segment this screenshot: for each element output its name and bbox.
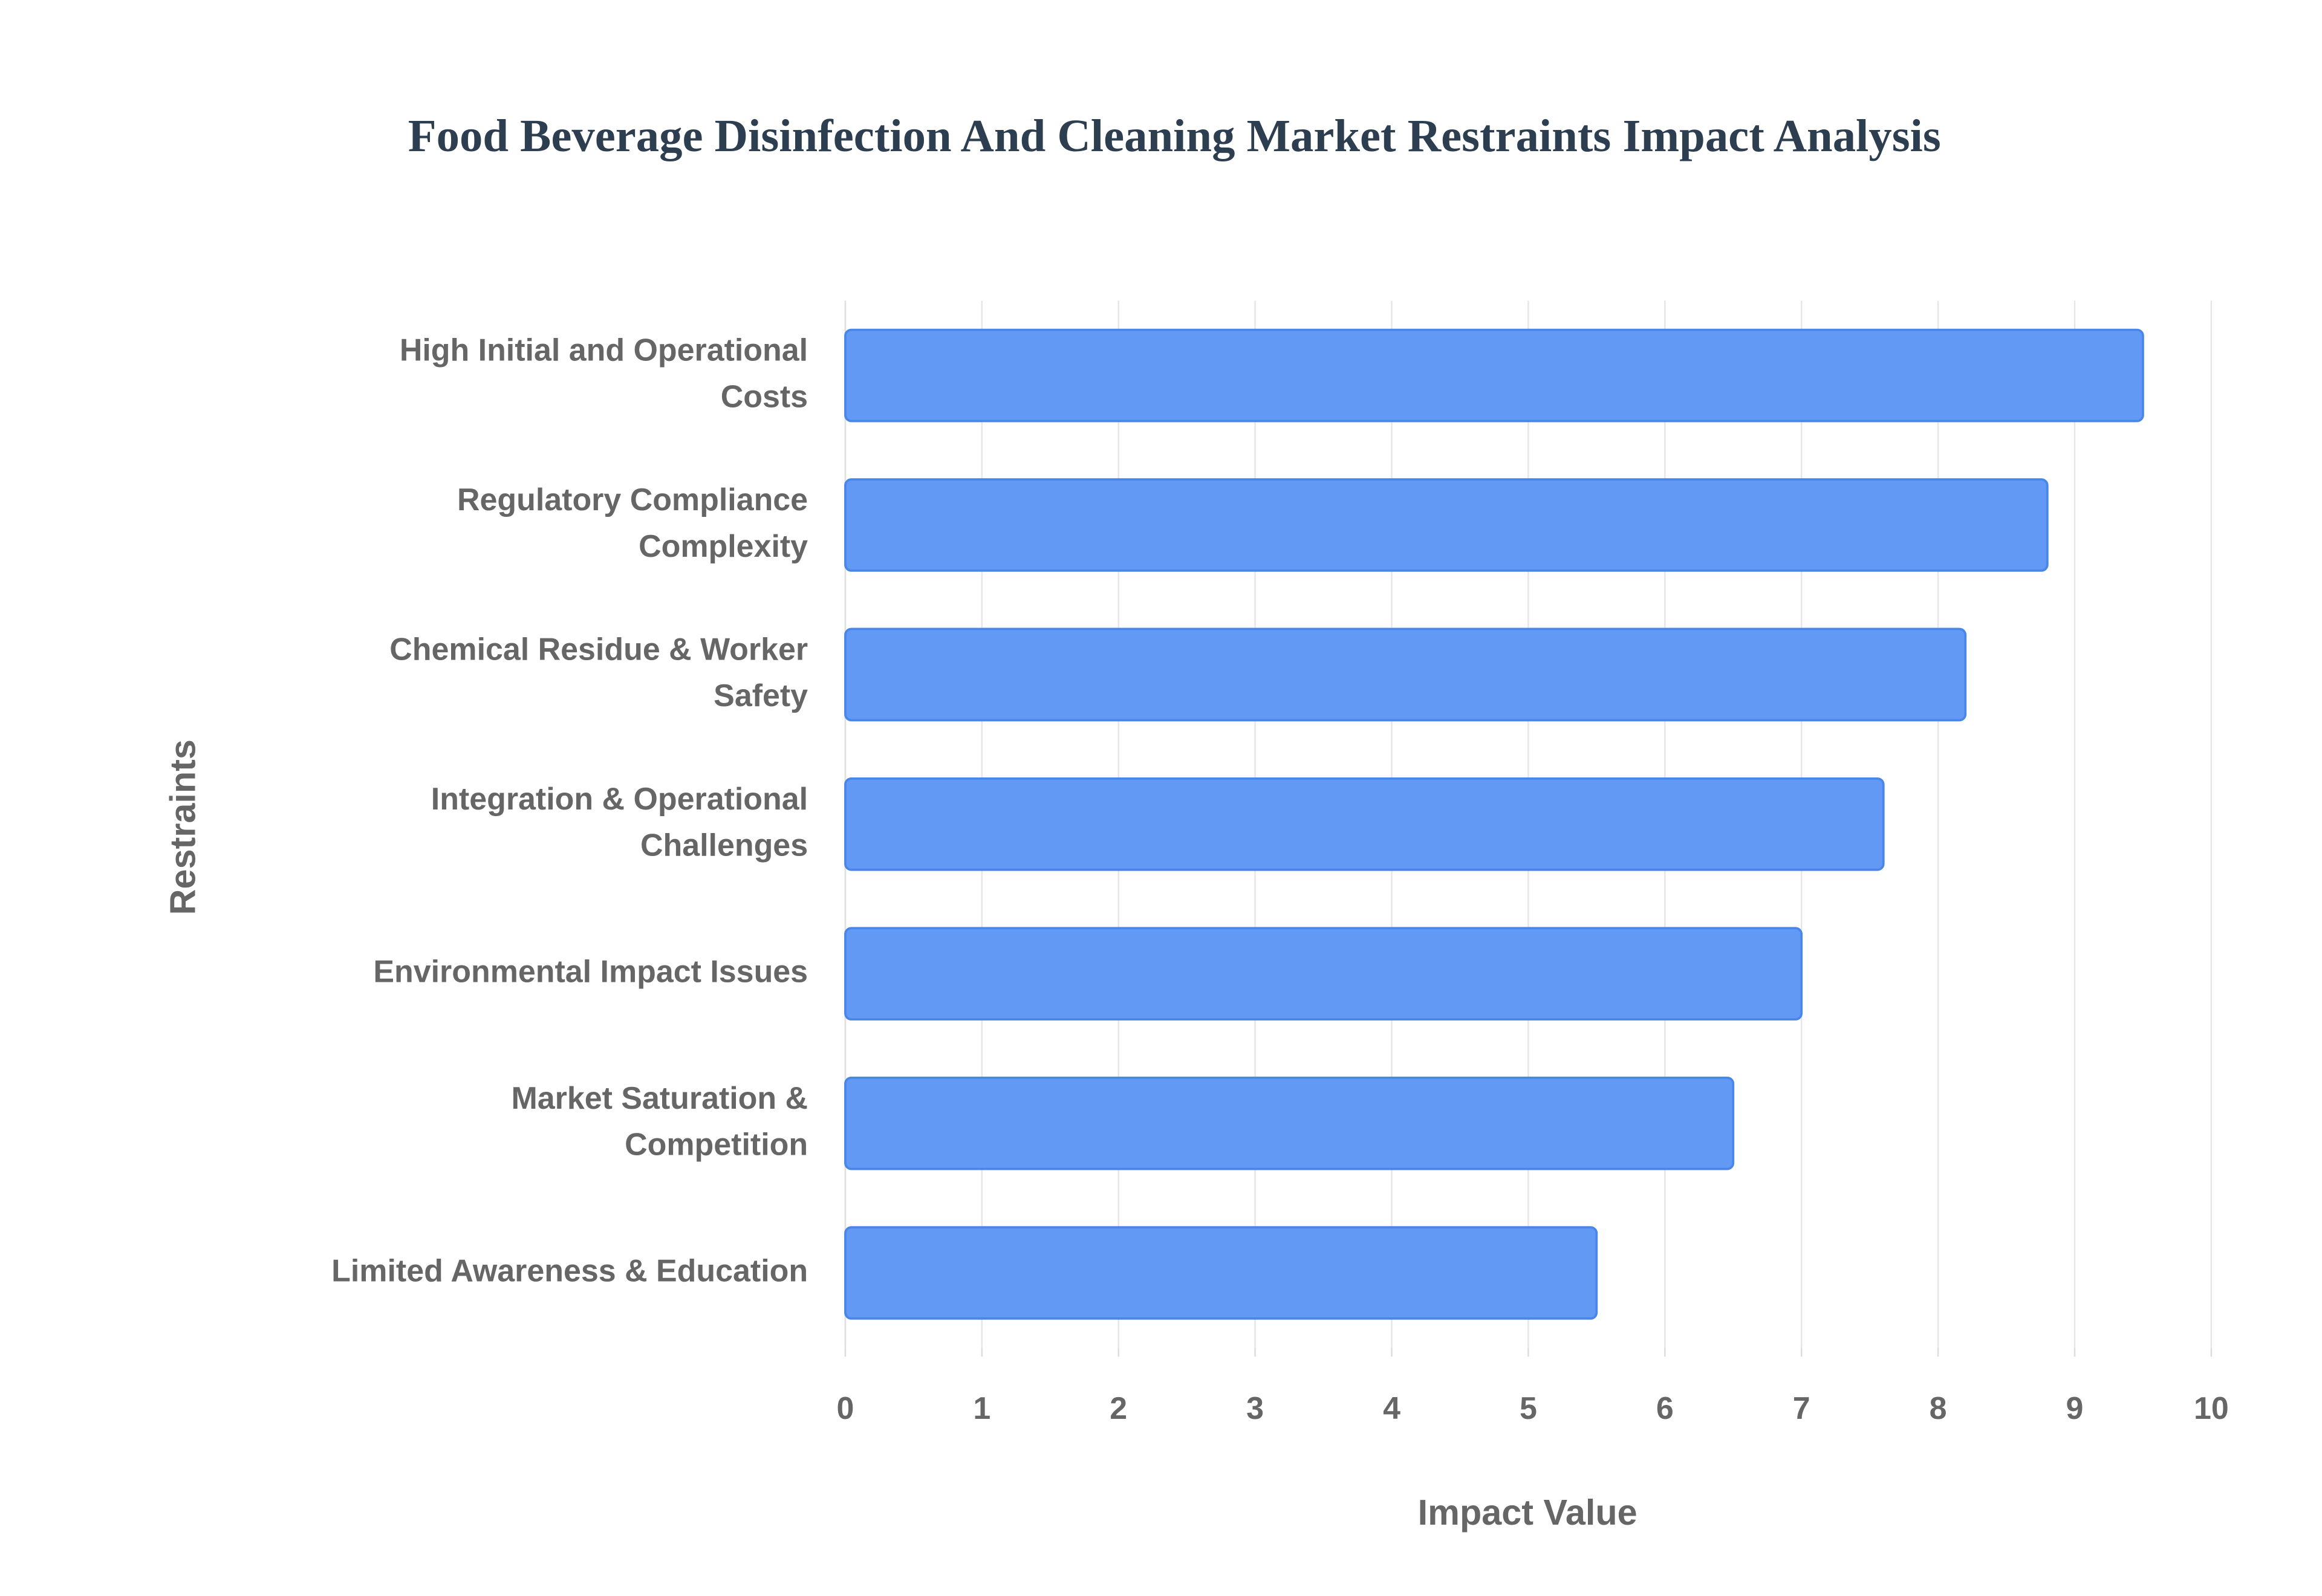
x-tick-label: 4 — [1383, 1391, 1400, 1426]
x-tick-label: 0 — [836, 1391, 854, 1426]
y-tick-label: Limited Awareness & Education — [331, 1253, 808, 1288]
x-tick-label: 5 — [1520, 1391, 1537, 1426]
bar — [844, 927, 1803, 1021]
bar — [844, 628, 1967, 722]
chart-title: Food Beverage Disinfection And Cleaning … — [408, 110, 1941, 161]
y-tick-label: Environmental Impact Issues — [373, 954, 808, 989]
x-tick-label: 6 — [1656, 1391, 1674, 1426]
bar — [844, 478, 2049, 572]
y-tick-label: High Initial and Operational Costs — [400, 332, 808, 414]
x-tick-label: 9 — [2066, 1391, 2084, 1426]
y-tick-label: Chemical Residue & Worker Safety — [389, 632, 808, 713]
bar — [844, 1076, 1735, 1170]
bar — [844, 1226, 1598, 1320]
y-tick-label: Regulatory Compliance Complexity — [457, 482, 808, 564]
x-tick-label: 1 — [973, 1391, 990, 1426]
x-tick-label: 2 — [1110, 1391, 1127, 1426]
x-tick-label: 3 — [1246, 1391, 1264, 1426]
x-axis-title: Impact Value — [1418, 1492, 1637, 1533]
bar — [844, 328, 2144, 423]
y-tick-label: Integration & Operational Challenges — [431, 782, 808, 863]
x-tick-label: 7 — [1793, 1391, 1810, 1426]
bar — [844, 777, 1885, 871]
y-axis-title: Restraints — [162, 739, 203, 915]
x-tick-label: 8 — [1930, 1391, 1947, 1426]
y-tick-label: Market Saturation & Competition — [511, 1081, 808, 1163]
x-tick-label: 10 — [2194, 1391, 2229, 1426]
